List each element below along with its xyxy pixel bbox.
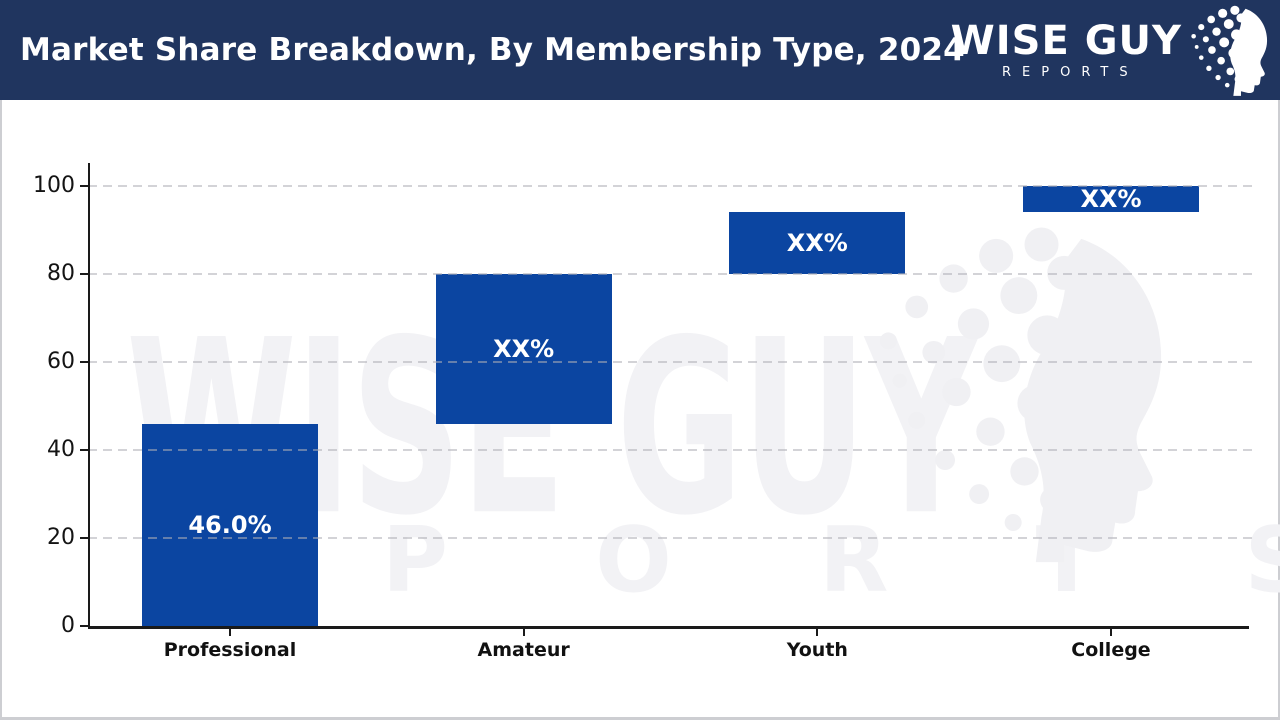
logo-wordmark: WISE GUY	[950, 17, 1182, 64]
y-tick-mark	[80, 185, 88, 187]
bar-value-label: 46.0%	[188, 510, 272, 539]
bar-amateur	[435, 274, 612, 424]
x-tick-mark	[1110, 628, 1112, 636]
page-title: Market Share Breakdown, By Membership Ty…	[20, 32, 965, 68]
x-tick-mark	[229, 628, 231, 636]
gridline-60	[88, 361, 1258, 363]
y-tick-mark	[80, 537, 88, 539]
bar-professional	[142, 423, 318, 626]
logo-text: WISE GUY REPORTS	[951, 21, 1182, 80]
y-tick-label: 40	[47, 437, 75, 462]
y-tick-mark	[80, 449, 88, 451]
y-tick-label: 80	[47, 261, 75, 286]
y-tick-label: 20	[47, 525, 75, 550]
bar-value-label: XX%	[1080, 185, 1142, 214]
x-tick-label-professional: Professional	[163, 639, 297, 661]
x-tick-label-youth: Youth	[786, 639, 848, 661]
brand-logo: WISE GUY REPORTS	[951, 2, 1270, 98]
y-axis-line	[88, 163, 90, 628]
gridline-20	[88, 537, 1258, 539]
y-tick-label: 0	[61, 613, 75, 638]
bar-value-label: XX%	[786, 229, 848, 258]
logo-head-icon	[1191, 5, 1268, 96]
y-tick-mark	[80, 273, 88, 275]
bar-college	[1023, 186, 1199, 213]
x-tick-label-amateur: Amateur	[477, 639, 570, 661]
gridline-100	[88, 185, 1258, 187]
logo-subtext: REPORTS	[1002, 64, 1139, 80]
gridline-80	[88, 273, 1258, 275]
x-tick-label-college: College	[1071, 639, 1151, 661]
header: Market Share Breakdown, By Membership Ty…	[0, 0, 1280, 100]
y-tick-mark	[80, 361, 88, 363]
y-tick-label: 100	[33, 173, 75, 198]
x-axis-line	[88, 626, 1249, 629]
x-tick-mark	[816, 628, 819, 636]
gridline-40	[88, 449, 1258, 451]
x-tick-mark	[522, 628, 525, 636]
y-tick-mark	[80, 625, 88, 627]
bar-youth	[729, 212, 906, 274]
y-tick-label: 60	[47, 349, 75, 374]
bar-value-label: XX%	[493, 334, 555, 363]
